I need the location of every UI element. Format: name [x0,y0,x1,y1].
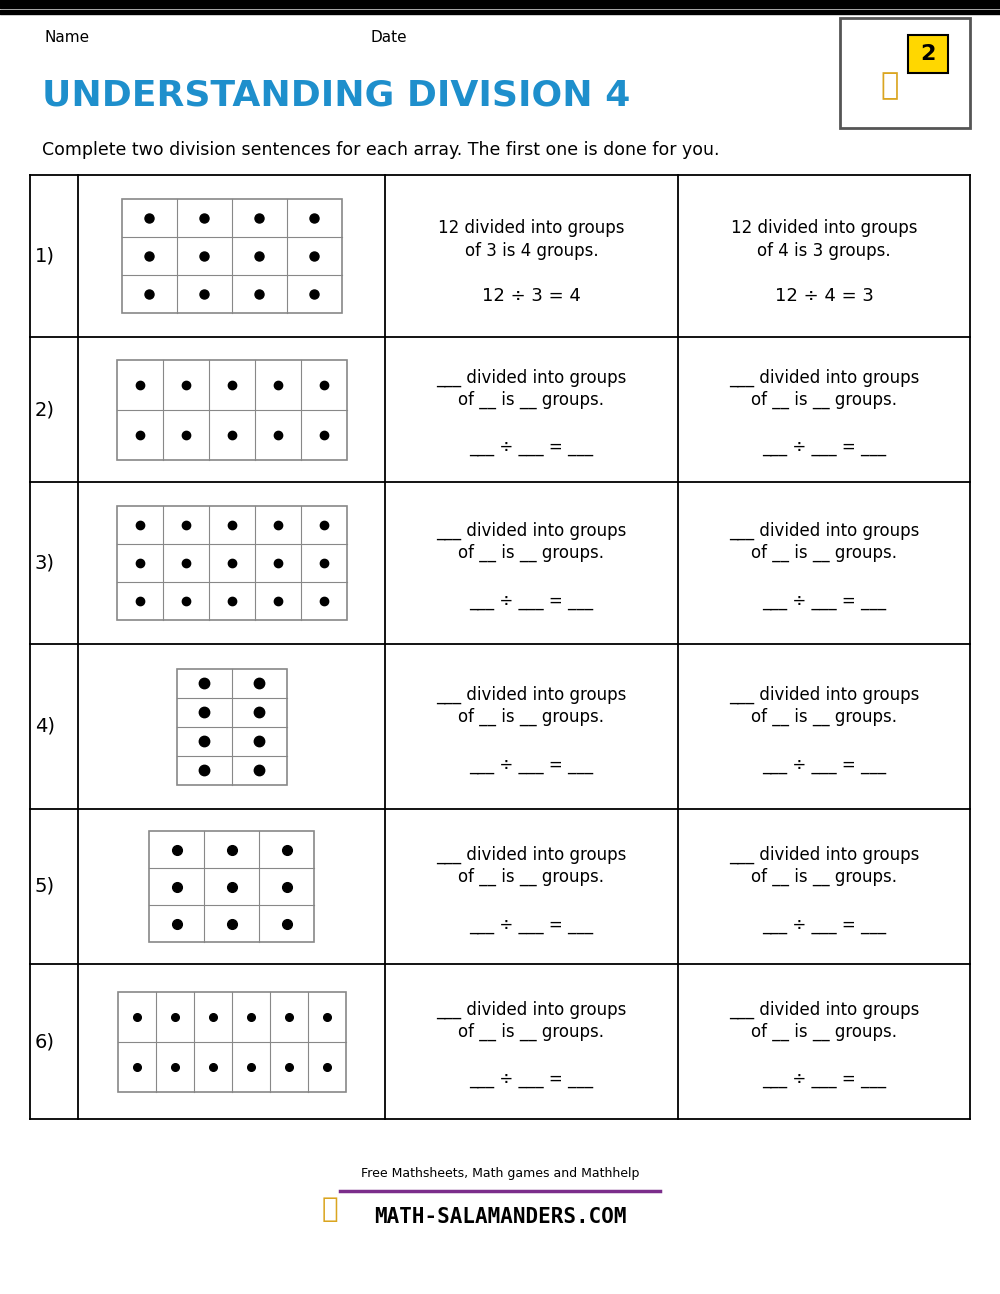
Text: of 3 is 4 groups.: of 3 is 4 groups. [465,242,598,260]
Bar [116,360,347,459]
Text: 2: 2 [920,44,936,63]
Text: ___ divided into groups: ___ divided into groups [729,1000,919,1018]
Text: ___ divided into groups: ___ divided into groups [436,1000,627,1018]
Text: ___ divided into groups: ___ divided into groups [729,686,919,704]
Text: of __ is __ groups.: of __ is __ groups. [751,1022,897,1040]
Text: 6): 6) [35,1033,55,1051]
Text: ___ divided into groups: ___ divided into groups [436,369,627,387]
Text: Name: Name [45,31,90,45]
Text: 12 ÷ 3 = 4: 12 ÷ 3 = 4 [482,287,581,305]
Bar [116,506,347,620]
Text: 12 divided into groups: 12 divided into groups [438,219,625,237]
Text: ___ divided into groups: ___ divided into groups [436,686,627,704]
Text: of __ is __ groups.: of __ is __ groups. [458,867,604,885]
Text: of __ is __ groups.: of __ is __ groups. [458,1022,604,1040]
Text: 12 divided into groups: 12 divided into groups [731,219,917,237]
Bar [840,18,970,128]
Text: ___ ÷ ___ = ___: ___ ÷ ___ = ___ [469,915,594,933]
Text: ___ ÷ ___ = ___: ___ ÷ ___ = ___ [469,1070,594,1088]
Text: of __ is __ groups.: of __ is __ groups. [751,543,897,562]
Text: ___ ÷ ___ = ___: ___ ÷ ___ = ___ [469,756,594,774]
Text: ___ ÷ ___ = ___: ___ ÷ ___ = ___ [469,591,594,609]
Text: Complete two division sentences for each array. The first one is done for you.: Complete two division sentences for each… [42,141,720,159]
Text: 12 ÷ 4 = 3: 12 ÷ 4 = 3 [775,287,873,305]
Text: ___ ÷ ___ = ___: ___ ÷ ___ = ___ [762,915,886,933]
Bar [176,669,287,784]
Bar [908,35,948,72]
Text: ___ divided into groups: ___ divided into groups [729,521,919,540]
Text: ___ divided into groups: ___ divided into groups [729,369,919,387]
Text: ___ ÷ ___ = ___: ___ ÷ ___ = ___ [469,439,594,457]
Text: of __ is __ groups.: of __ is __ groups. [458,391,604,409]
Text: ___ divided into groups: ___ divided into groups [436,521,627,540]
Text: ___ ÷ ___ = ___: ___ ÷ ___ = ___ [762,439,886,457]
Text: 🐆: 🐆 [881,71,899,101]
Bar [149,831,314,942]
Text: ___ divided into groups: ___ divided into groups [436,845,627,863]
Text: 🦎: 🦎 [322,1194,338,1223]
Text: 1): 1) [35,246,55,265]
Text: ___ ÷ ___ = ___: ___ ÷ ___ = ___ [762,756,886,774]
Text: ___ ÷ ___ = ___: ___ ÷ ___ = ___ [762,591,886,609]
Text: of __ is __ groups.: of __ is __ groups. [751,708,897,726]
Text: of __ is __ groups.: of __ is __ groups. [751,391,897,409]
Text: Free Mathsheets, Math games and Mathhelp: Free Mathsheets, Math games and Mathhelp [361,1167,639,1180]
Text: Date: Date [370,31,407,45]
Text: of __ is __ groups.: of __ is __ groups. [751,867,897,885]
Bar [122,199,342,313]
Text: 3): 3) [35,554,55,572]
Text: MATH-SALAMANDERS.COM: MATH-SALAMANDERS.COM [374,1207,626,1227]
Text: ___ divided into groups: ___ divided into groups [729,845,919,863]
Text: of __ is __ groups.: of __ is __ groups. [458,543,604,562]
Text: 4): 4) [35,717,55,736]
Text: ___ ÷ ___ = ___: ___ ÷ ___ = ___ [762,1070,886,1088]
Text: 2): 2) [35,400,55,419]
Text: of 4 is 3 groups.: of 4 is 3 groups. [757,242,891,260]
Text: UNDERSTANDING DIVISION 4: UNDERSTANDING DIVISION 4 [42,78,630,113]
Bar [118,991,346,1092]
Text: of __ is __ groups.: of __ is __ groups. [458,708,604,726]
Text: 5): 5) [35,877,55,895]
